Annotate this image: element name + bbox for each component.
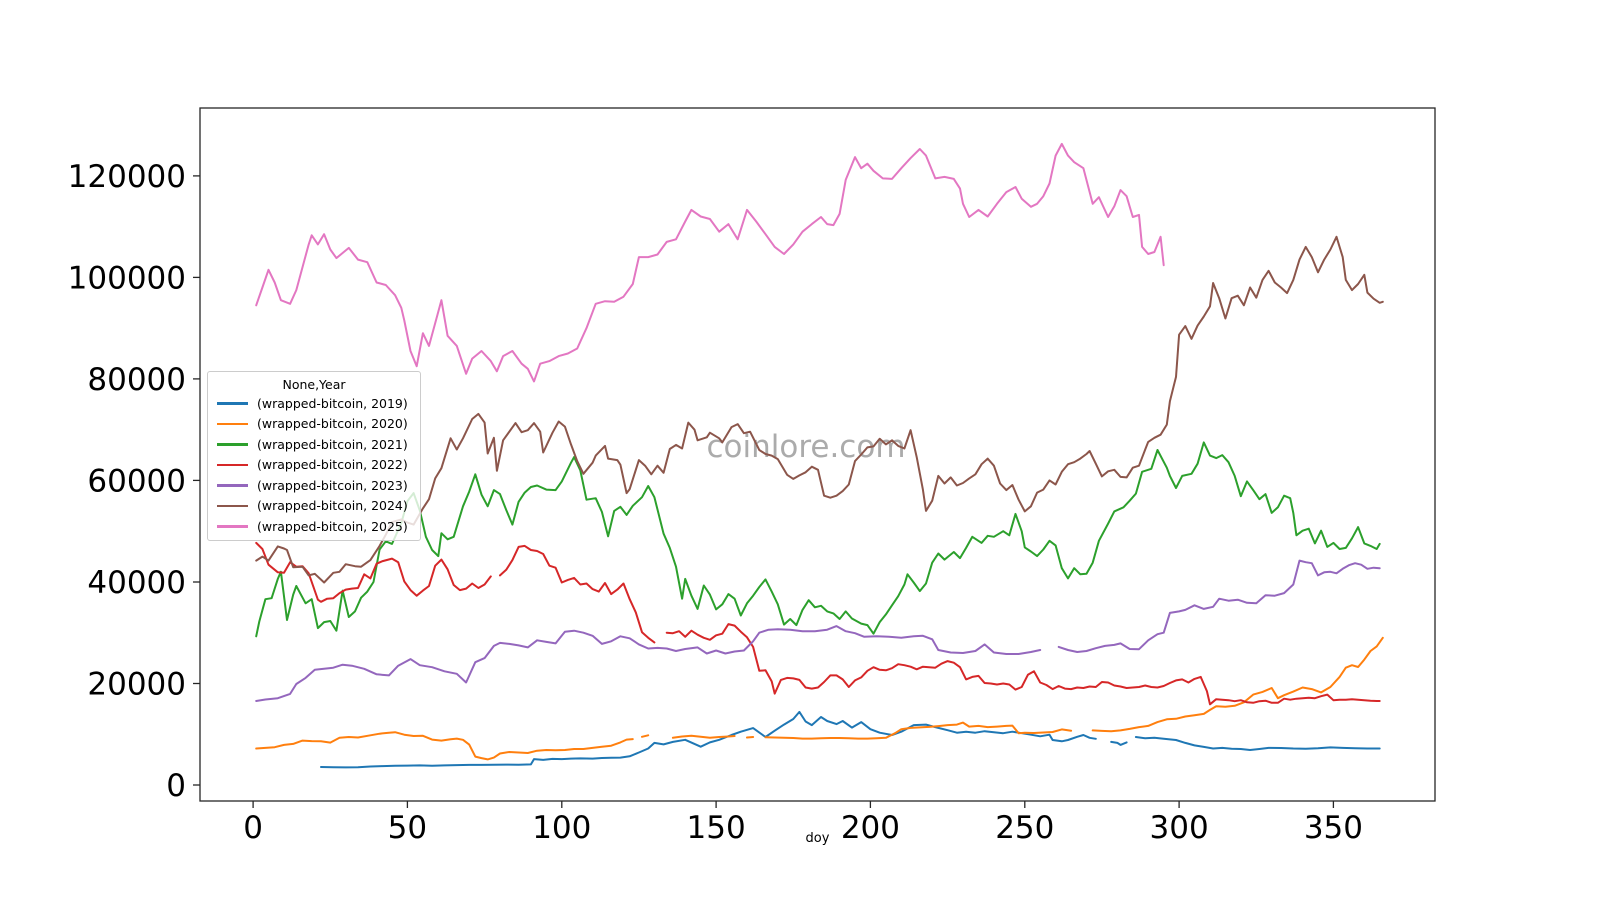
x-tick-label: 200: [841, 810, 900, 846]
x-axis-label: doy: [805, 831, 830, 846]
x-tick-label: 250: [995, 810, 1054, 846]
legend-item: (wrapped-bitcoin, 2023): [208, 475, 420, 496]
y-tick-label: 40000: [87, 565, 186, 601]
plot-border: [199, 107, 1436, 802]
x-tick-label: 50: [388, 810, 427, 846]
x-tick-label: 100: [532, 810, 591, 846]
legend-label: (wrapped-bitcoin, 2025): [257, 518, 408, 534]
legend-label: (wrapped-bitcoin, 2024): [257, 498, 408, 514]
legend-label: (wrapped-bitcoin, 2019): [257, 395, 408, 411]
y-tick-label: 100000: [68, 260, 186, 296]
legend-label: (wrapped-bitcoin, 2022): [257, 457, 408, 473]
legend-item: (wrapped-bitcoin, 2019): [208, 393, 420, 414]
y-tick-label: 120000: [68, 159, 186, 195]
legend-items: (wrapped-bitcoin, 2019) (wrapped-bitcoin,…: [208, 393, 420, 537]
legend-item: (wrapped-bitcoin, 2021): [208, 434, 420, 455]
x-tick-label: 150: [687, 810, 746, 846]
legend-label: (wrapped-bitcoin, 2020): [257, 416, 408, 432]
legend-line-swatch: [217, 443, 248, 446]
series-line-2023: [255, 559, 1381, 702]
series-line-2025: [255, 142, 1165, 383]
legend-line-swatch: [217, 504, 248, 507]
y-tick-label: 80000: [87, 362, 186, 398]
legend-line-swatch: [217, 402, 248, 405]
legend-line-swatch: [217, 463, 248, 466]
legend-item: (wrapped-bitcoin, 2020): [208, 414, 420, 435]
watermark: coinlore.com: [706, 429, 905, 465]
y-tick-label: 20000: [87, 667, 186, 703]
legend-line-swatch: [217, 422, 248, 425]
legend-item: (wrapped-bitcoin, 2024): [208, 496, 420, 517]
series-line-2020: [255, 636, 1384, 761]
series-line-2022: [255, 541, 1381, 706]
y-tick-label: 0: [166, 768, 186, 804]
legend-line-swatch: [217, 484, 248, 487]
x-tick-label: 350: [1304, 810, 1363, 846]
chart-legend: None,Year (wrapped-bitcoin, 2019) (wrappe…: [207, 371, 421, 541]
series-line-2024: [255, 235, 1384, 584]
series-line-2021: [255, 441, 1381, 638]
series-line-2019: [320, 710, 1381, 769]
legend-label: (wrapped-bitcoin, 2023): [257, 477, 408, 493]
legend-item: (wrapped-bitcoin, 2022): [208, 455, 420, 476]
legend-title: None,Year: [282, 377, 346, 392]
legend-line-swatch: [217, 525, 248, 528]
y-tick-label: 60000: [87, 463, 186, 499]
legend-item: (wrapped-bitcoin, 2025): [208, 516, 420, 537]
legend-label: (wrapped-bitcoin, 2021): [257, 436, 408, 452]
x-tick-label: 0: [243, 810, 263, 846]
x-tick-label: 300: [1150, 810, 1209, 846]
